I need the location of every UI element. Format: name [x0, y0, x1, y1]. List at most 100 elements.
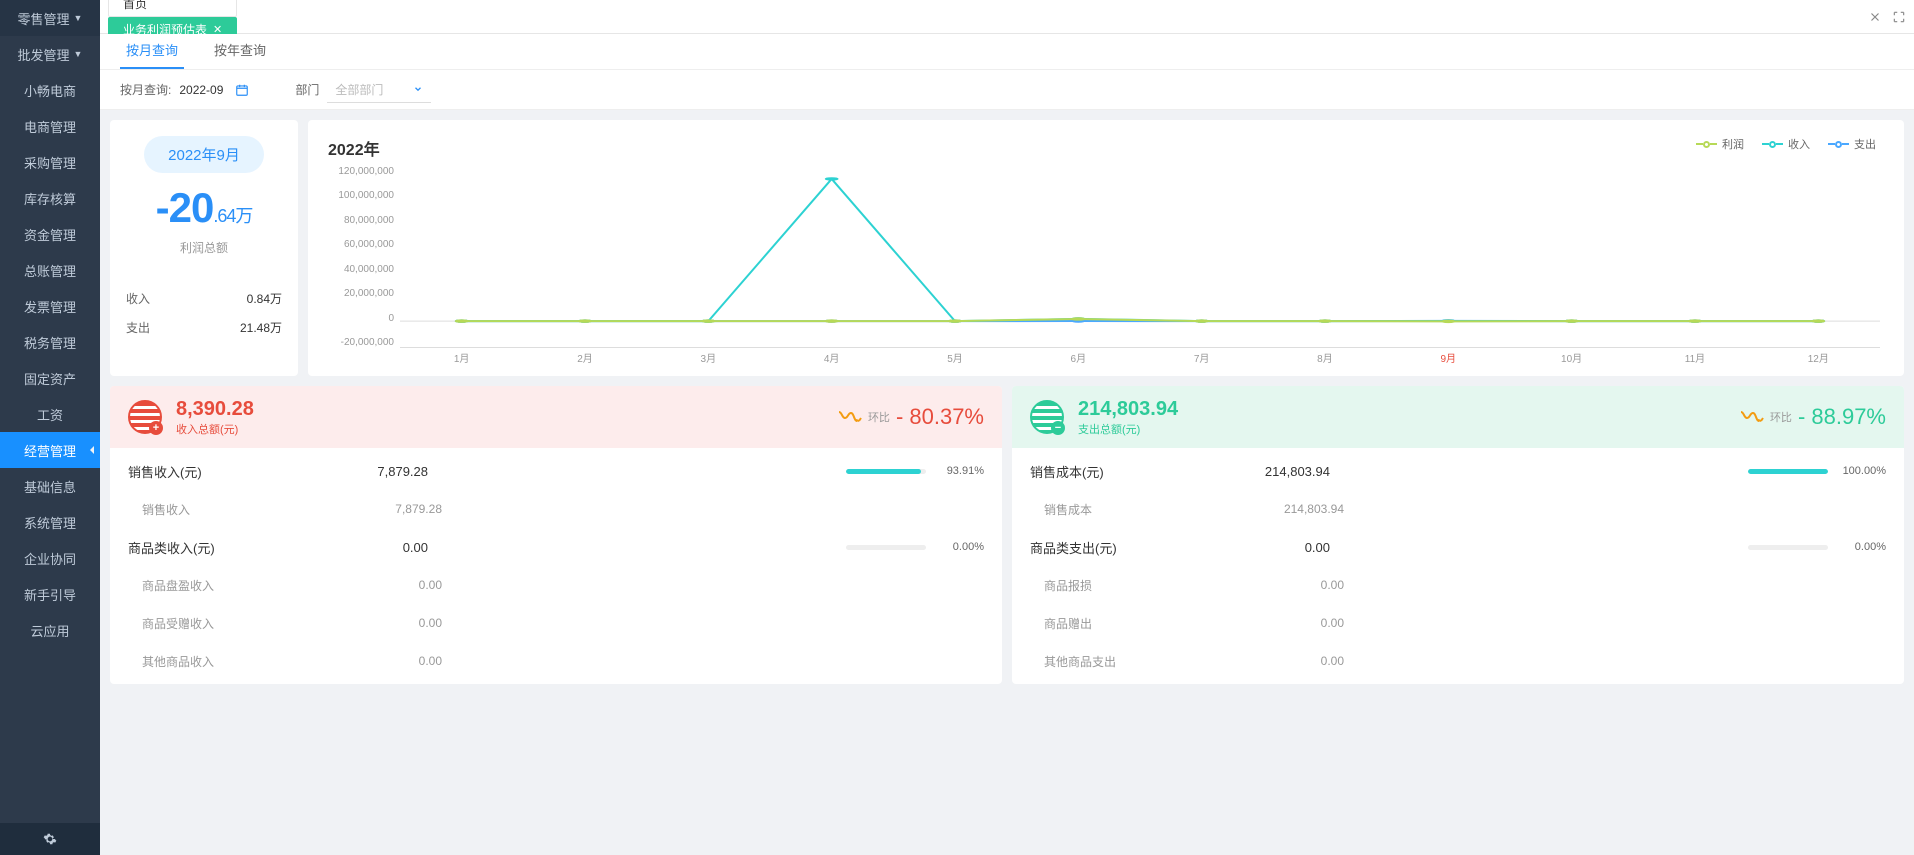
close-icon[interactable] [1868, 10, 1882, 24]
summary-card: 2022年9月 -20.64万 利润总额 收入0.84万支出21.48万 [110, 120, 298, 376]
sidebar-item-label: 固定资产 [24, 369, 76, 388]
chart-card: 2022年 利润 收入 支出 120,000,000100,000,00080,00… [308, 120, 1904, 376]
sidebar-item-label: 电商管理 [24, 117, 76, 136]
sidebar-item[interactable]: 资金管理 [0, 216, 100, 252]
subtab-row: 按月查询按年查询 [100, 34, 1914, 70]
data-row-sub: 销售收入7,879.28 [128, 490, 984, 528]
sidebar-settings-button[interactable] [0, 823, 100, 855]
sidebar-item[interactable]: 企业协同 [0, 540, 100, 576]
summary-row: 收入0.84万 [122, 284, 286, 313]
sidebar-item-label: 云应用 [30, 621, 69, 640]
coins-icon: + [128, 400, 162, 434]
hb-value: - 80.37% [896, 404, 984, 430]
coins-icon: − [1030, 400, 1064, 434]
chevron-down-icon [413, 84, 423, 94]
sidebar-item-label: 基础信息 [24, 477, 76, 496]
panel-amount: 8,390.28 [176, 398, 254, 421]
sidebar-item[interactable]: 固定资产 [0, 360, 100, 396]
x-tick: 12月 [1757, 350, 1880, 366]
sidebar: 零售管理▼ 批发管理 ▼ 小畅电商电商管理采购管理库存核算资金管理总账管理发票管理税务… [0, 0, 100, 855]
sidebar-item[interactable]: 库存核算 [0, 180, 100, 216]
chart-title: 2022年 [328, 136, 1884, 160]
dept-select-value: 全部部门 [335, 81, 383, 98]
data-row: 销售收入(元) 7,879.28 93.91% [128, 452, 984, 490]
data-row-sub: 商品报损0.00 [1030, 566, 1886, 604]
tab[interactable]: 首页 [108, 0, 237, 17]
gear-icon [43, 832, 57, 846]
sidebar-item-label: 新手引导 [24, 585, 76, 604]
tab-label: 首页 [123, 0, 147, 12]
hb-label: 环比 [1770, 409, 1792, 425]
sidebar-item[interactable]: 小畅电商 [0, 72, 100, 108]
panel-amount-label: 收入总额(元) [176, 421, 254, 437]
data-row-sub: 商品盘盈收入0.00 [128, 566, 984, 604]
sidebar-item-label: 发票管理 [24, 297, 76, 316]
chart-legend: 利润 收入 支出 [1696, 136, 1876, 152]
data-row: 销售成本(元) 214,803.94 100.00% [1030, 452, 1886, 490]
panel-header: + 8,390.28 收入总额(元) 环比 - 80.37% [110, 386, 1002, 448]
month-pill: 2022年9月 [144, 136, 264, 173]
x-tick: 4月 [770, 350, 893, 366]
panel-amount: 214,803.94 [1078, 398, 1178, 421]
sidebar-item[interactable]: 经营管理 [0, 432, 100, 468]
subtab[interactable]: 按月查询 [120, 32, 184, 69]
sidebar-item[interactable]: 批发管理 ▼ [0, 36, 100, 72]
panel-header: − 214,803.94 支出总额(元) 环比 - 88.97% [1012, 386, 1904, 448]
hb-label: 环比 [868, 409, 890, 425]
x-tick: 2月 [523, 350, 646, 366]
sidebar-item[interactable]: 工资 [0, 396, 100, 432]
data-row-sub: 其他商品收入0.00 [128, 642, 984, 680]
sidebar-item[interactable]: 云应用 [0, 612, 100, 648]
chart-plot [400, 166, 1880, 348]
chevron-down-icon: ▼ [74, 49, 83, 59]
subtab[interactable]: 按年查询 [208, 32, 272, 69]
data-row-sub: 商品赠出0.00 [1030, 604, 1886, 642]
sidebar-item-label: 批发管理 [18, 45, 70, 64]
fullscreen-icon[interactable] [1892, 10, 1906, 24]
sidebar-item[interactable]: 新手引导 [0, 576, 100, 612]
legend-item[interactable]: 支出 [1828, 136, 1876, 152]
data-row-sub: 商品受赠收入0.00 [128, 604, 984, 642]
legend-item[interactable]: 收入 [1762, 136, 1810, 152]
dept-select[interactable]: 全部部门 [327, 77, 431, 103]
legend-item[interactable]: 利润 [1696, 136, 1744, 152]
data-row-sub: 销售成本214,803.94 [1030, 490, 1886, 528]
data-row-sub: 其他商品支出0.00 [1030, 642, 1886, 680]
dept-filter-label: 部门 [295, 81, 319, 98]
chevron-down-icon: ▼ [74, 13, 83, 23]
x-tick: 9月 [1387, 350, 1510, 366]
sidebar-item[interactable]: 税务管理 [0, 324, 100, 360]
x-tick: 3月 [647, 350, 770, 366]
x-tick: 10月 [1510, 350, 1633, 366]
sidebar-item-label: 企业协同 [24, 549, 76, 568]
month-filter-value[interactable]: 2022-09 [179, 83, 223, 97]
panel: + 8,390.28 收入总额(元) 环比 - 80.37% 销售收入(元) 7… [110, 386, 1002, 684]
chart-x-axis: 1月2月3月4月5月6月7月8月9月10月11月12月 [400, 350, 1880, 366]
profit-amount: -20.64万 [156, 187, 253, 229]
x-tick: 7月 [1140, 350, 1263, 366]
sidebar-item-label: 总账管理 [24, 261, 76, 280]
sidebar-item[interactable]: 采购管理 [0, 144, 100, 180]
x-tick: 5月 [893, 350, 1016, 366]
sidebar-item[interactable]: 系统管理 [0, 504, 100, 540]
trend-down-icon [1740, 410, 1764, 424]
x-tick: 8月 [1263, 350, 1386, 366]
sidebar-item[interactable]: 电商管理 [0, 108, 100, 144]
month-filter-label: 按月查询: [120, 81, 171, 98]
x-tick: 11月 [1633, 350, 1756, 366]
sidebar-item[interactable]: 基础信息 [0, 468, 100, 504]
trend-down-icon [838, 410, 862, 424]
sidebar-item-label: 采购管理 [24, 153, 76, 172]
sidebar-item[interactable]: 零售管理▼ [0, 0, 100, 36]
chart-y-axis: 120,000,000100,000,00080,000,00060,000,0… [328, 166, 400, 348]
sidebar-item-label: 税务管理 [24, 333, 76, 352]
sidebar-item[interactable]: 发票管理 [0, 288, 100, 324]
sidebar-item-label: 资金管理 [24, 225, 76, 244]
summary-row: 支出21.48万 [122, 313, 286, 342]
sidebar-item-label: 经营管理 [24, 441, 76, 460]
data-row: 商品类收入(元) 0.00 0.00% [128, 528, 984, 566]
filter-row: 按月查询: 2022-09 部门 全部部门 [100, 70, 1914, 110]
sidebar-item[interactable]: 总账管理 [0, 252, 100, 288]
calendar-icon[interactable] [235, 83, 249, 97]
panel-amount-label: 支出总额(元) [1078, 421, 1178, 437]
